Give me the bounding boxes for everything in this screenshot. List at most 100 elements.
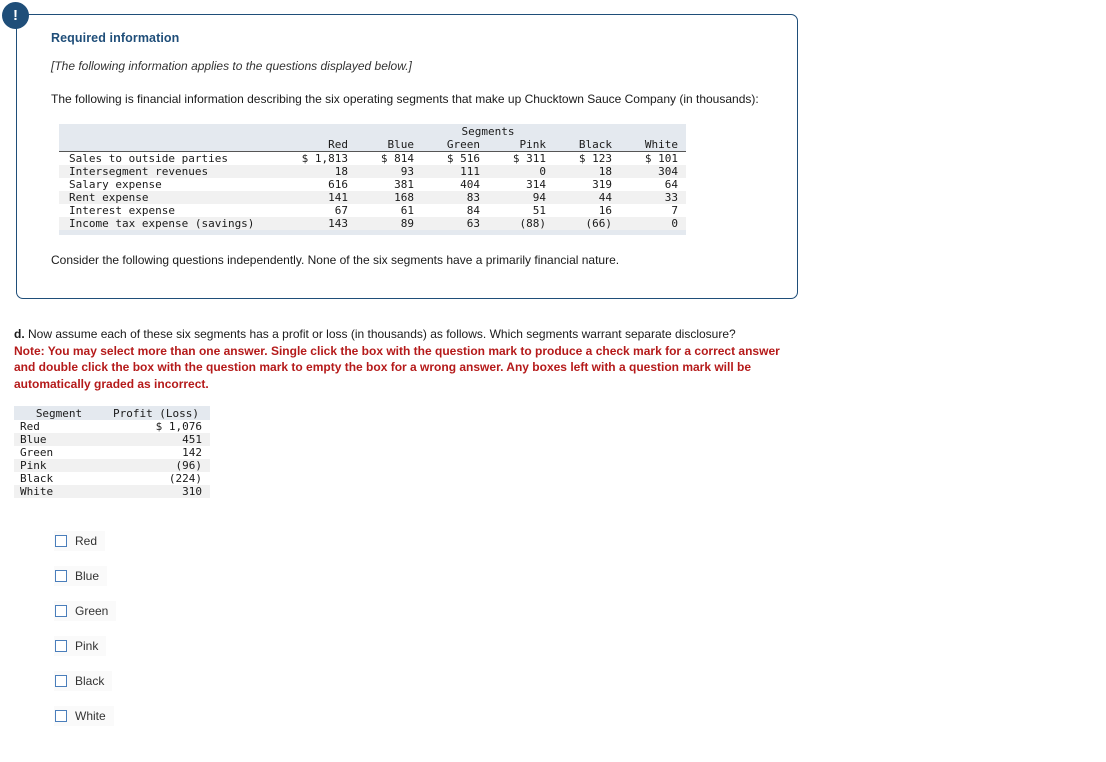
- cell-white: $ 101: [620, 151, 686, 165]
- cell-pink: $ 311: [488, 151, 554, 165]
- cell-green: 404: [422, 178, 488, 191]
- table-row: Intersegment revenues 18 93 111 0 18 304: [59, 165, 686, 178]
- cell-black: 319: [554, 178, 620, 191]
- cell-white: 33: [620, 191, 686, 204]
- cell-blue: 89: [356, 217, 422, 230]
- cell-black: (66): [554, 217, 620, 230]
- cell-green: 83: [422, 191, 488, 204]
- profit-col-header-profit: Profit (Loss): [104, 406, 210, 420]
- choice-label-black: Black: [75, 674, 105, 688]
- profit-row-value: $ 1,076: [104, 420, 210, 433]
- cell-white: 0: [620, 217, 686, 230]
- panel-title: Required information: [51, 31, 180, 45]
- cell-red: 67: [290, 204, 356, 217]
- cell-black: 44: [554, 191, 620, 204]
- profit-row-segment: Green: [14, 446, 104, 459]
- question-text: Now assume each of these six segments ha…: [28, 327, 736, 341]
- cell-blue: $ 814: [356, 151, 422, 165]
- table-footer-band: [59, 230, 686, 235]
- checkbox-green[interactable]: [55, 605, 67, 617]
- choice-row-pink[interactable]: Pink: [54, 636, 107, 656]
- cell-red: 18: [290, 165, 356, 178]
- cell-black: 16: [554, 204, 620, 217]
- checkbox-blue[interactable]: [55, 570, 67, 582]
- cell-red: 143: [290, 217, 356, 230]
- question-note: Note: You may select more than one answe…: [14, 343, 780, 391]
- cell-blue: 381: [356, 178, 422, 191]
- cell-green: 84: [422, 204, 488, 217]
- cell-red: 616: [290, 178, 356, 191]
- cell-black: 18: [554, 165, 620, 178]
- cell-white: 64: [620, 178, 686, 191]
- table-group-header-row: Segments: [59, 124, 686, 138]
- cell-pink: 94: [488, 191, 554, 204]
- profit-row-value: 451: [104, 433, 210, 446]
- question-label: d.: [14, 327, 25, 341]
- table-row: Interest expense 67 61 84 51 16 7: [59, 204, 686, 217]
- cell-white: 304: [620, 165, 686, 178]
- profit-row-value: 310: [104, 485, 210, 498]
- profit-row-segment: Pink: [14, 459, 104, 472]
- checkbox-pink[interactable]: [55, 640, 67, 652]
- profit-row-value: (224): [104, 472, 210, 485]
- cell-blue: 61: [356, 204, 422, 217]
- table-row: Red $ 1,076: [14, 420, 210, 433]
- cell-black: $ 123: [554, 151, 620, 165]
- row-label: Income tax expense (savings): [59, 217, 290, 230]
- profit-header-row: Segment Profit (Loss): [14, 406, 210, 420]
- table-row: Green 142: [14, 446, 210, 459]
- cell-pink: (88): [488, 217, 554, 230]
- choice-row-black[interactable]: Black: [54, 671, 113, 691]
- profit-row-segment: White: [14, 485, 104, 498]
- segment-financials-table: Segments Red Blue Green Pink Black White…: [59, 124, 686, 235]
- choice-row-red[interactable]: Red: [54, 531, 106, 551]
- profit-row-value: 142: [104, 446, 210, 459]
- table-row: Sales to outside parties $ 1,813 $ 814 $…: [59, 151, 686, 165]
- row-label: Sales to outside parties: [59, 151, 290, 165]
- choice-label-red: Red: [75, 534, 98, 548]
- required-information-box: Required information [The following info…: [16, 14, 798, 299]
- question-prompt: d. Now assume each of these six segments…: [14, 326, 804, 343]
- col-header-blue: Blue: [356, 138, 422, 152]
- row-label: Interest expense: [59, 204, 290, 217]
- choice-row-white[interactable]: White: [54, 706, 114, 726]
- panel-intro-text: The following is financial information d…: [51, 92, 759, 106]
- profit-row-segment: Red: [14, 420, 104, 433]
- panel-italic-note: [The following information applies to th…: [51, 59, 412, 73]
- checkbox-red[interactable]: [55, 535, 67, 547]
- group-header-segments: Segments: [290, 124, 686, 138]
- profit-loss-table: Segment Profit (Loss) Red $ 1,076 Blue 4…: [14, 406, 210, 498]
- cell-red: 141: [290, 191, 356, 204]
- choice-row-green[interactable]: Green: [54, 601, 117, 621]
- row-label: Salary expense: [59, 178, 290, 191]
- required-information-panel: ! Required information [The following in…: [2, 2, 798, 299]
- choice-label-pink: Pink: [75, 639, 99, 653]
- col-header-red: Red: [290, 138, 356, 152]
- col-header-black: Black: [554, 138, 620, 152]
- col-header-pink: Pink: [488, 138, 554, 152]
- table-column-header-row: Red Blue Green Pink Black White: [59, 138, 686, 152]
- col-header-green: Green: [422, 138, 488, 152]
- table-row: Rent expense 141 168 83 94 44 33: [59, 191, 686, 204]
- cell-blue: 93: [356, 165, 422, 178]
- table-row: Salary expense 616 381 404 314 319 64: [59, 178, 686, 191]
- cell-pink: 314: [488, 178, 554, 191]
- profit-row-segment: Blue: [14, 433, 104, 446]
- panel-footer-text: Consider the following questions indepen…: [51, 253, 620, 267]
- table-row: Blue 451: [14, 433, 210, 446]
- answer-choice-list: Red Blue Green Pink Black White: [54, 531, 117, 741]
- checkbox-white[interactable]: [55, 710, 67, 722]
- table-row: Pink (96): [14, 459, 210, 472]
- cell-blue: 168: [356, 191, 422, 204]
- checkbox-black[interactable]: [55, 675, 67, 687]
- cell-white: 7: [620, 204, 686, 217]
- choice-label-white: White: [75, 709, 106, 723]
- row-label: Rent expense: [59, 191, 290, 204]
- profit-row-segment: Black: [14, 472, 104, 485]
- row-label: Intersegment revenues: [59, 165, 290, 178]
- cell-red: $ 1,813: [290, 151, 356, 165]
- choice-row-blue[interactable]: Blue: [54, 566, 108, 586]
- cell-pink: 51: [488, 204, 554, 217]
- table-row: White 310: [14, 485, 210, 498]
- table-row: Black (224): [14, 472, 210, 485]
